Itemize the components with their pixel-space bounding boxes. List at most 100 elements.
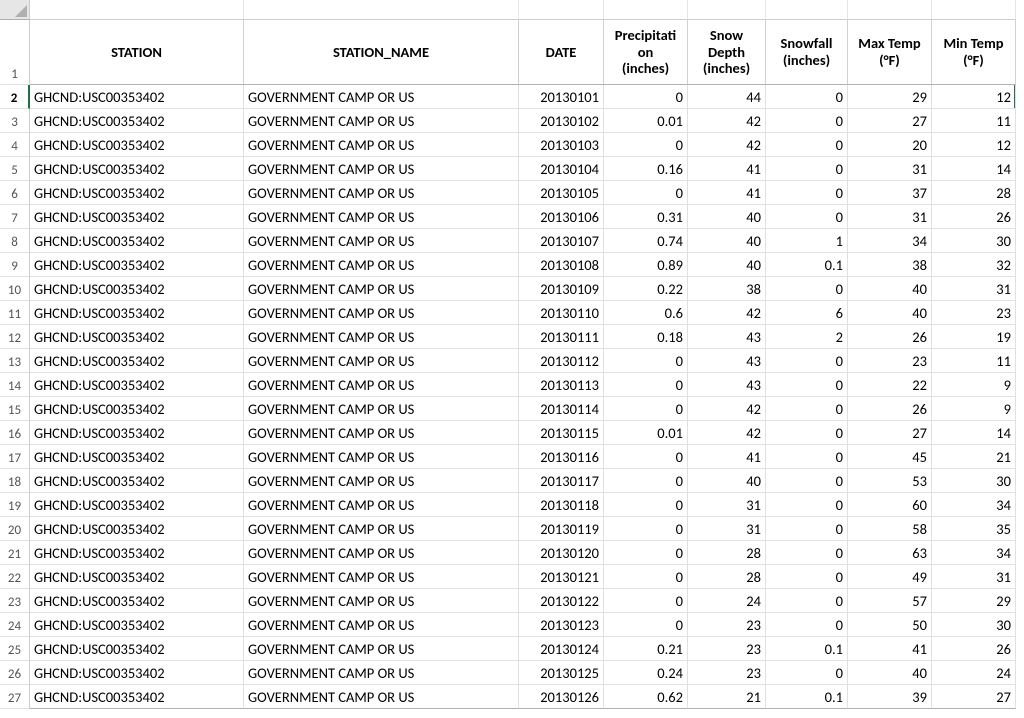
cell-station[interactable]: GHCND:USC00353402: [30, 205, 244, 229]
cell-station[interactable]: GHCND:USC00353402: [30, 253, 244, 277]
cell-tmin[interactable]: 30: [932, 613, 1016, 637]
cell-precip[interactable]: 0.74: [604, 229, 688, 253]
cell-tmin[interactable]: 14: [932, 421, 1016, 445]
cell-tmin[interactable]: 34: [932, 541, 1016, 565]
cell-precip[interactable]: 0.62: [604, 685, 688, 709]
cell-snowd[interactable]: 31: [688, 493, 766, 517]
cell-date[interactable]: 20130104: [519, 157, 604, 181]
cell-station[interactable]: GHCND:USC00353402: [30, 397, 244, 421]
cell-snowf[interactable]: 0: [766, 277, 848, 301]
cell-snowd[interactable]: 42: [688, 301, 766, 325]
cell-tmin[interactable]: 28: [932, 181, 1016, 205]
cell-tmin[interactable]: 23: [932, 301, 1016, 325]
cell-station[interactable]: GHCND:USC00353402: [30, 277, 244, 301]
cell-tmax[interactable]: 29: [848, 85, 932, 109]
row-header[interactable]: 1: [0, 20, 30, 85]
cell-date[interactable]: 20130107: [519, 229, 604, 253]
row-header[interactable]: 14: [0, 373, 30, 397]
cell-snowd[interactable]: 42: [688, 397, 766, 421]
cell-date[interactable]: 20130102: [519, 109, 604, 133]
cell-date[interactable]: 20130108: [519, 253, 604, 277]
cell-snowd[interactable]: 41: [688, 445, 766, 469]
cell-snowf[interactable]: 0: [766, 493, 848, 517]
cell-snowd[interactable]: 28: [688, 565, 766, 589]
cell-station[interactable]: GHCND:USC00353402: [30, 637, 244, 661]
cell-name[interactable]: GOVERNMENT CAMP OR US: [244, 421, 519, 445]
cell-date[interactable]: 20130103: [519, 133, 604, 157]
cell-date[interactable]: 20130116: [519, 445, 604, 469]
cell-date[interactable]: 20130121: [519, 565, 604, 589]
table-header-snowf[interactable]: Snowfall (inches): [766, 20, 848, 85]
cell-tmax[interactable]: 40: [848, 661, 932, 685]
cell-tmin[interactable]: 26: [932, 205, 1016, 229]
cell-precip[interactable]: 0: [604, 445, 688, 469]
cell-name[interactable]: GOVERNMENT CAMP OR US: [244, 325, 519, 349]
cell-tmin[interactable]: 29: [932, 589, 1016, 613]
cell-name[interactable]: GOVERNMENT CAMP OR US: [244, 637, 519, 661]
cell-date[interactable]: 20130111: [519, 325, 604, 349]
cell-date[interactable]: 20130106: [519, 205, 604, 229]
cell-name[interactable]: GOVERNMENT CAMP OR US: [244, 397, 519, 421]
cell-tmax[interactable]: 27: [848, 421, 932, 445]
cell-snowf[interactable]: 6: [766, 301, 848, 325]
cell-precip[interactable]: 0: [604, 397, 688, 421]
cell-precip[interactable]: 0.6: [604, 301, 688, 325]
cell-tmax[interactable]: 31: [848, 205, 932, 229]
cell-snowf[interactable]: 0: [766, 541, 848, 565]
cell-date[interactable]: 20130105: [519, 181, 604, 205]
table-header-snowd[interactable]: Snow Depth (inches): [688, 20, 766, 85]
row-header[interactable]: 17: [0, 445, 30, 469]
cell-tmin[interactable]: 21: [932, 445, 1016, 469]
cell-tmin[interactable]: 9: [932, 397, 1016, 421]
table-header-station[interactable]: STATION: [30, 20, 244, 85]
cell-tmin[interactable]: 27: [932, 685, 1016, 709]
cell-tmin[interactable]: 30: [932, 229, 1016, 253]
cell-name[interactable]: GOVERNMENT CAMP OR US: [244, 133, 519, 157]
cell-precip[interactable]: 0.24: [604, 661, 688, 685]
cell-name[interactable]: GOVERNMENT CAMP OR US: [244, 661, 519, 685]
column-header-blank[interactable]: [848, 0, 932, 20]
cell-snowd[interactable]: 42: [688, 133, 766, 157]
cell-tmax[interactable]: 37: [848, 181, 932, 205]
cell-name[interactable]: GOVERNMENT CAMP OR US: [244, 565, 519, 589]
cell-date[interactable]: 20130114: [519, 397, 604, 421]
row-header[interactable]: 3: [0, 109, 30, 133]
cell-station[interactable]: GHCND:USC00353402: [30, 469, 244, 493]
cell-snowd[interactable]: 31: [688, 517, 766, 541]
cell-name[interactable]: GOVERNMENT CAMP OR US: [244, 469, 519, 493]
cell-name[interactable]: GOVERNMENT CAMP OR US: [244, 445, 519, 469]
cell-date[interactable]: 20130126: [519, 685, 604, 709]
row-header[interactable]: 24: [0, 613, 30, 637]
table-header-tmin[interactable]: Min Temp (°F): [932, 20, 1016, 85]
column-header-blank[interactable]: [30, 0, 244, 20]
cell-precip[interactable]: 0.16: [604, 157, 688, 181]
cell-precip[interactable]: 0.89: [604, 253, 688, 277]
cell-date[interactable]: 20130109: [519, 277, 604, 301]
row-header[interactable]: 11: [0, 301, 30, 325]
cell-snowf[interactable]: 0: [766, 133, 848, 157]
cell-station[interactable]: GHCND:USC00353402: [30, 349, 244, 373]
cell-snowd[interactable]: 23: [688, 637, 766, 661]
cell-date[interactable]: 20130123: [519, 613, 604, 637]
cell-snowf[interactable]: 0: [766, 469, 848, 493]
cell-precip[interactable]: 0: [604, 349, 688, 373]
cell-snowf[interactable]: 0: [766, 85, 848, 109]
row-header[interactable]: 9: [0, 253, 30, 277]
cell-snowd[interactable]: 40: [688, 229, 766, 253]
cell-precip[interactable]: 0.18: [604, 325, 688, 349]
cell-name[interactable]: GOVERNMENT CAMP OR US: [244, 517, 519, 541]
column-header-blank[interactable]: [688, 0, 766, 20]
cell-name[interactable]: GOVERNMENT CAMP OR US: [244, 349, 519, 373]
cell-precip[interactable]: 0: [604, 613, 688, 637]
cell-tmin[interactable]: 32: [932, 253, 1016, 277]
cell-tmax[interactable]: 63: [848, 541, 932, 565]
cell-date[interactable]: 20130115: [519, 421, 604, 445]
cell-tmin[interactable]: 11: [932, 349, 1016, 373]
cell-station[interactable]: GHCND:USC00353402: [30, 325, 244, 349]
row-header[interactable]: 23: [0, 589, 30, 613]
cell-precip[interactable]: 0.31: [604, 205, 688, 229]
cell-tmax[interactable]: 49: [848, 565, 932, 589]
cell-tmax[interactable]: 22: [848, 373, 932, 397]
cell-precip[interactable]: 0: [604, 517, 688, 541]
cell-station[interactable]: GHCND:USC00353402: [30, 493, 244, 517]
